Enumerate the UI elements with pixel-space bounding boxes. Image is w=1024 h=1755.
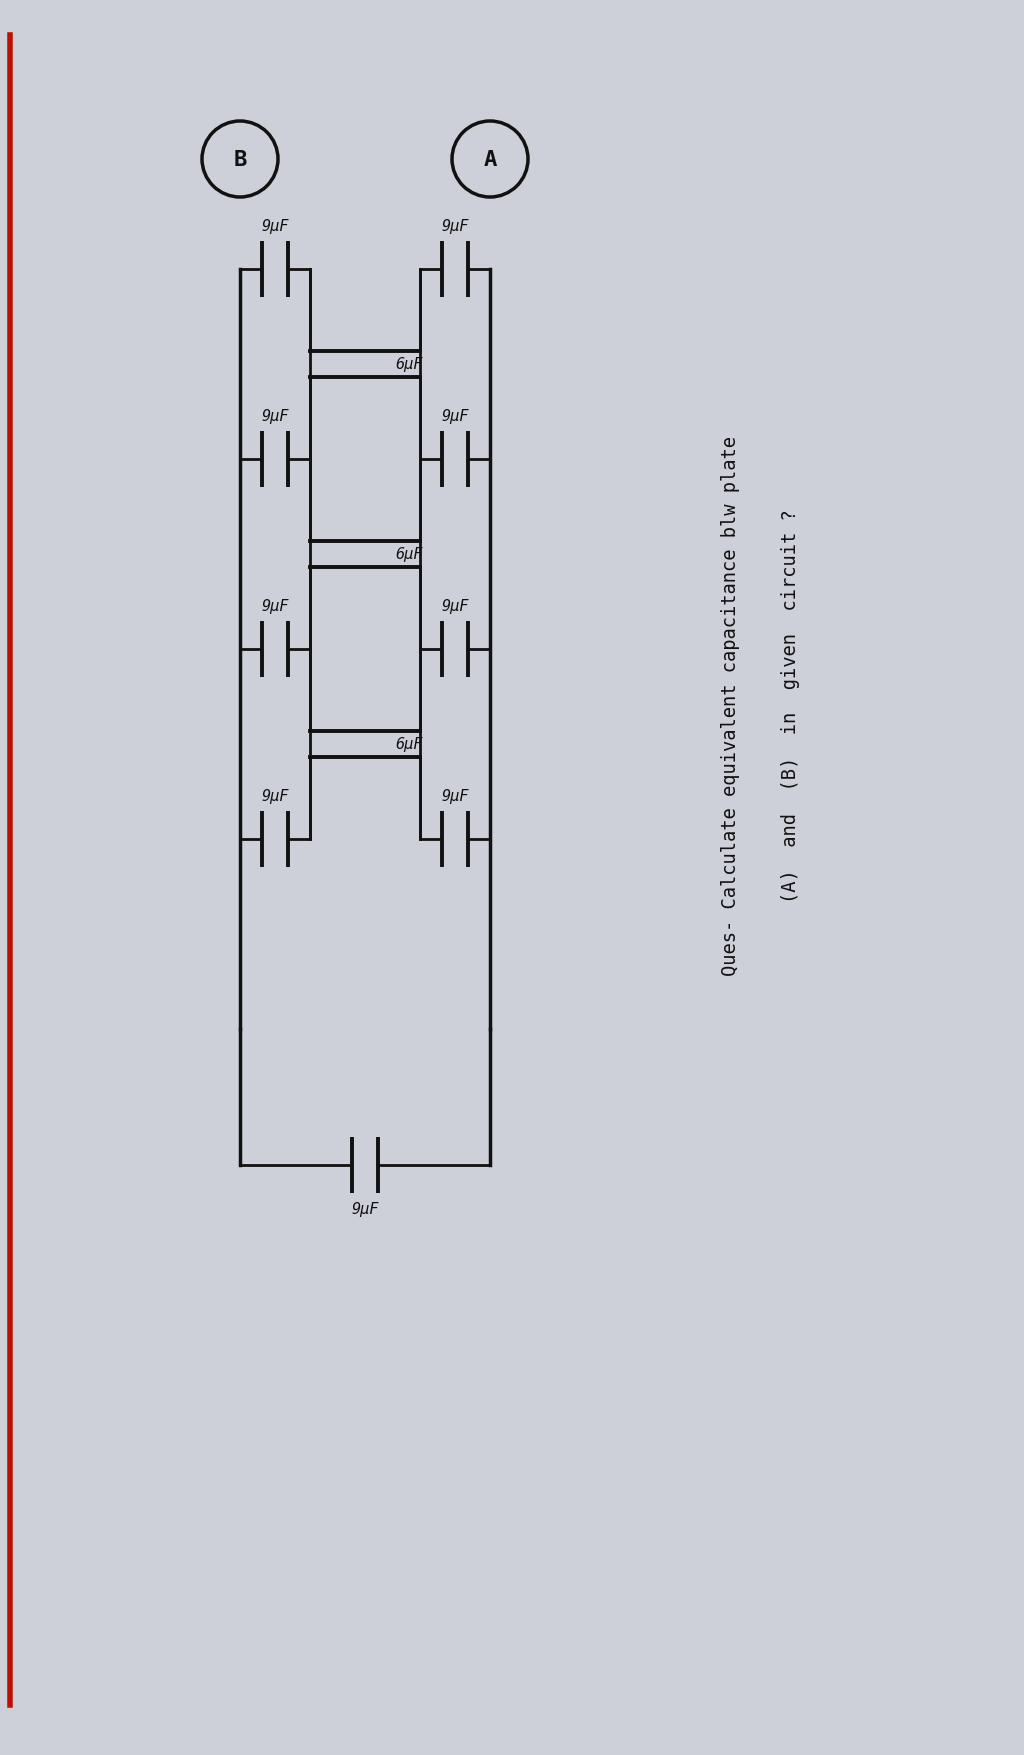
Text: A: A [483, 149, 497, 170]
Text: 9μF: 9μF [261, 598, 289, 614]
Text: 9μF: 9μF [441, 219, 469, 233]
Text: 9μF: 9μF [441, 788, 469, 804]
Text: 9μF: 9μF [261, 788, 289, 804]
Text: 9μF: 9μF [441, 409, 469, 423]
Text: (A)  and  (B)  in  given  circuit ?: (A) and (B) in given circuit ? [780, 509, 800, 902]
Text: 6μF: 6μF [395, 737, 423, 753]
Text: 6μF: 6μF [395, 548, 423, 562]
Text: B: B [233, 149, 247, 170]
Text: 9μF: 9μF [351, 1202, 379, 1216]
Text: 6μF: 6μF [395, 358, 423, 372]
Text: 9μF: 9μF [261, 219, 289, 233]
Text: 9μF: 9μF [261, 409, 289, 423]
Text: Ques- Calculate equivalent capacitance blw plate: Ques- Calculate equivalent capacitance b… [721, 435, 739, 976]
Text: 9μF: 9μF [441, 598, 469, 614]
